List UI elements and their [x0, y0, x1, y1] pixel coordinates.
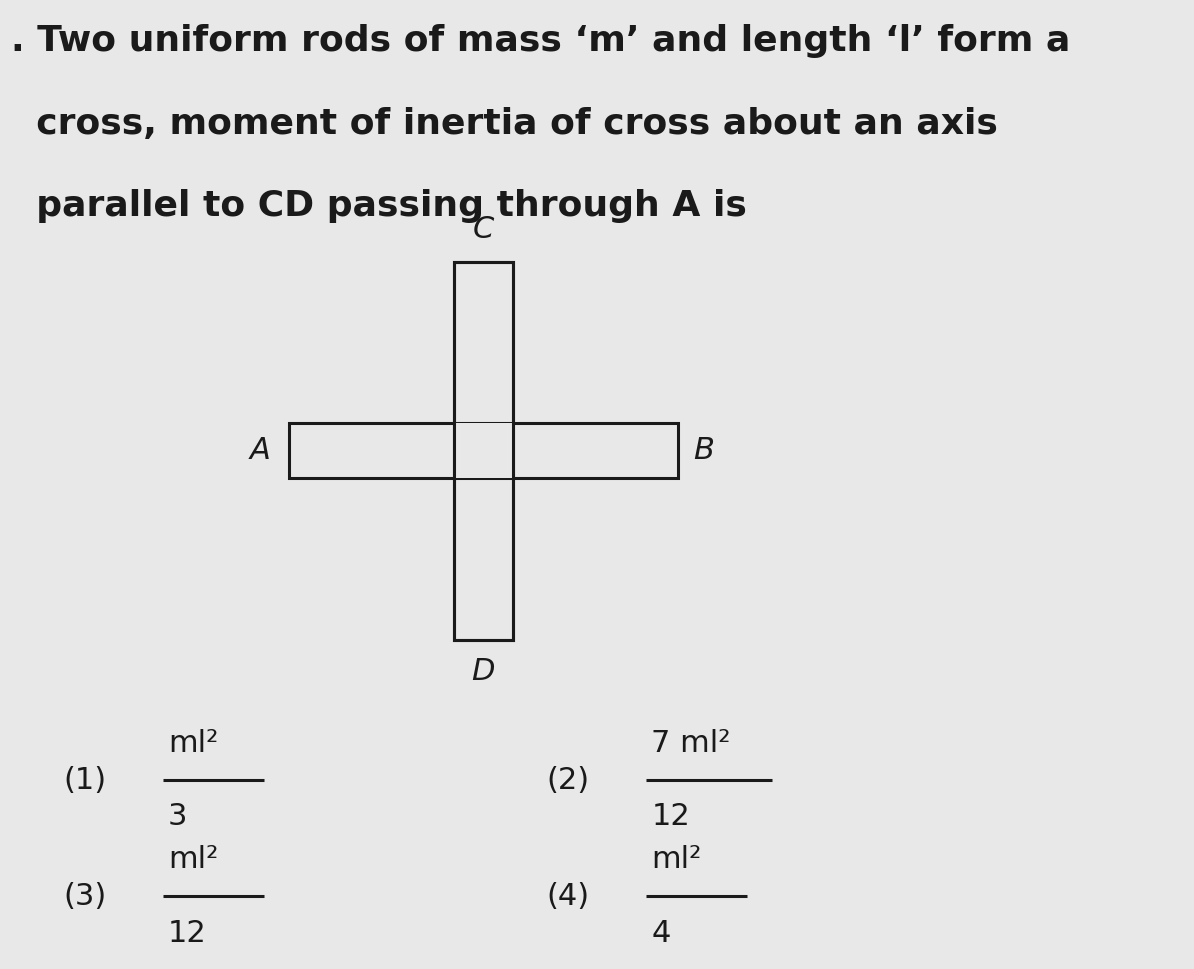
Text: cross, moment of inertia of cross about an axis: cross, moment of inertia of cross about … — [11, 107, 997, 141]
Text: 12: 12 — [168, 919, 207, 948]
Text: ml²: ml² — [168, 845, 219, 874]
Text: 7 ml²: 7 ml² — [652, 729, 731, 758]
Text: (1): (1) — [63, 766, 106, 795]
Text: ml²: ml² — [652, 845, 702, 874]
Text: B: B — [694, 436, 714, 465]
Bar — [454, 262, 512, 640]
Text: ml²: ml² — [168, 729, 219, 758]
Text: parallel to CD passing through A is: parallel to CD passing through A is — [11, 189, 746, 223]
Bar — [289, 423, 678, 478]
Text: (3): (3) — [63, 882, 106, 911]
Text: 12: 12 — [652, 802, 690, 831]
Text: A: A — [250, 436, 270, 465]
Text: 4: 4 — [652, 919, 671, 948]
Text: D: D — [472, 657, 496, 686]
Text: (2): (2) — [547, 766, 590, 795]
Text: . Two uniform rods of mass ‘m’ and length ‘l’ form a: . Two uniform rods of mass ‘m’ and lengt… — [11, 24, 1070, 58]
Bar — [454, 423, 512, 478]
Text: C: C — [473, 215, 494, 244]
Text: (4): (4) — [547, 882, 590, 911]
Bar — [454, 262, 512, 640]
Text: 3: 3 — [168, 802, 187, 831]
